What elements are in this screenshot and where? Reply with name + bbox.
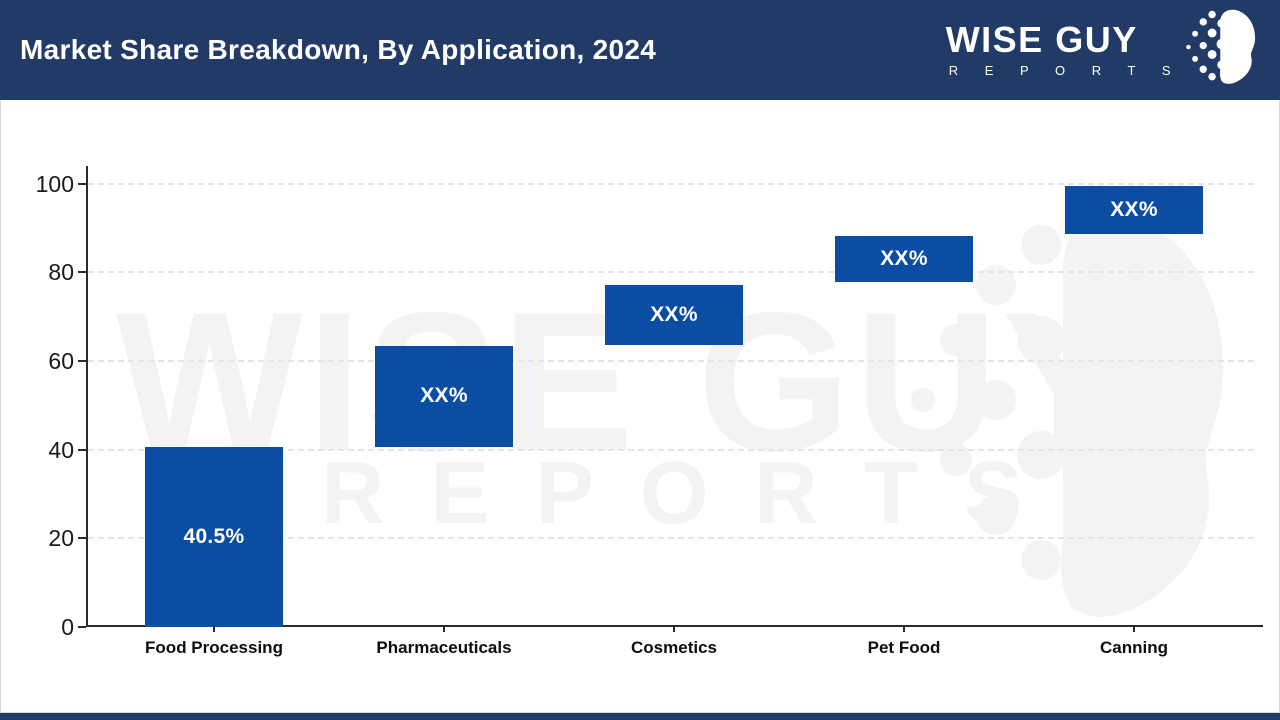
footer-bar — [0, 713, 1280, 720]
x-tick-2 — [673, 625, 675, 632]
y-tick-60 — [78, 360, 86, 363]
header-bar: Market Share Breakdown, By Application, … — [0, 0, 1280, 100]
x-category-label-1: Pharmaceuticals — [376, 638, 512, 657]
x-category-label-2: Cosmetics — [631, 638, 717, 657]
gridline-80 — [88, 271, 1254, 274]
brand-name: WISE GUY — [945, 19, 1138, 60]
y-tick-label-20: 20 — [48, 525, 74, 552]
brand-logo: WISE GUY R E P O R T S — [946, 8, 1258, 92]
brand-logo-text: WISE GUY R E P O R T S — [945, 19, 1182, 79]
gridline-60 — [88, 360, 1254, 363]
x-category-label-4: Canning — [1100, 638, 1168, 657]
plot-area: 0 20 40 60 80 100 40.5% Food Processing XX% Pharm… — [36, 166, 1263, 657]
x-tick-4 — [1133, 625, 1135, 632]
bar-food-processing: 40.5% — [145, 447, 283, 627]
y-tick-label-80: 80 — [48, 259, 74, 286]
bar-canning: XX% — [1065, 185, 1203, 235]
x-category-label-3: Pet Food — [867, 638, 941, 657]
y-tick-100 — [78, 182, 86, 185]
bar-pharmaceuticals: XX% — [375, 345, 513, 447]
bar-value-label: XX% — [1110, 197, 1158, 221]
bar-pet-food: XX% — [835, 235, 973, 282]
bar-value-label: XX% — [650, 302, 698, 326]
y-tick-20 — [78, 537, 86, 540]
x-category-label-0: Food Processing — [145, 638, 283, 657]
chart-canvas: WISE GUY REPORTS 0 20 40 60 80 100 40.5% Food P… — [0, 100, 1280, 713]
gridline-100 — [88, 182, 1254, 185]
bar-value-label: XX% — [420, 384, 468, 408]
x-tick-3 — [903, 625, 905, 632]
gridline-20 — [88, 537, 1254, 540]
bar-cosmetics: XX% — [605, 284, 743, 345]
y-tick-label-100: 100 — [35, 170, 74, 197]
brand-subtitle: R E P O R T S — [948, 63, 1182, 78]
bar-value-label: XX% — [880, 246, 928, 270]
y-tick-label-40: 40 — [48, 436, 74, 463]
y-tick-label-60: 60 — [48, 348, 74, 375]
bar-value-label: 40.5% — [183, 525, 245, 549]
x-tick-1 — [443, 625, 445, 632]
gridline-40 — [88, 448, 1254, 451]
y-tick-0 — [78, 626, 86, 628]
brand-face-icon — [1186, 9, 1256, 84]
x-tick-0 — [213, 625, 215, 632]
y-tick-80 — [78, 271, 86, 274]
page-title: Market Share Breakdown, By Application, … — [20, 34, 657, 65]
y-tick-label-0: 0 — [61, 614, 74, 640]
y-tick-40 — [78, 448, 86, 451]
